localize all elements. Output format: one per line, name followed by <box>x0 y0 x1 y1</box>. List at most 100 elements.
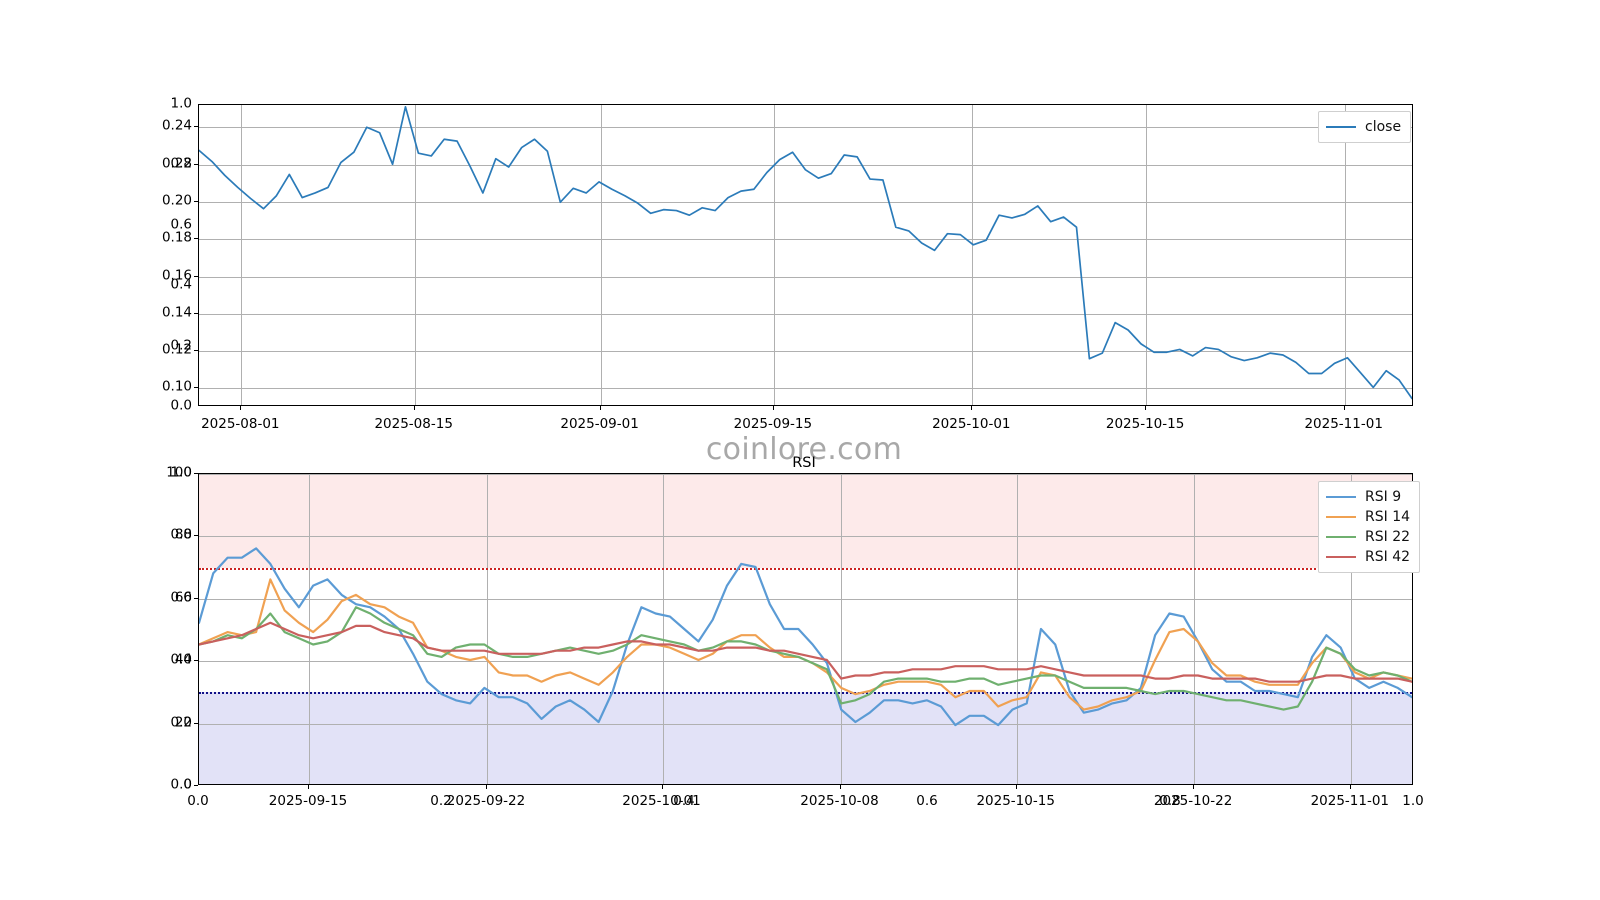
gridline-vertical <box>972 105 974 405</box>
y-tick-label: 0.16 <box>161 266 192 283</box>
y-tick-label: 0 <box>183 776 192 793</box>
x-tick-label: 2025-09-15 <box>268 793 348 809</box>
gridline-vertical <box>1344 105 1346 405</box>
x-tick-label: 2025-10-15 <box>976 793 1055 809</box>
legend-item-label: close <box>1365 119 1402 135</box>
legend-item-label: RSI 9 <box>1365 489 1402 505</box>
price-legend: close <box>1318 111 1412 143</box>
x-tick-label: 2025-09-15 <box>733 416 813 432</box>
y-tick-label: 40 <box>174 651 192 668</box>
legend-swatch-icon <box>1326 126 1356 128</box>
gridline-horizontal <box>199 723 1412 725</box>
secondary-x-tick-label: 1.0 <box>1402 793 1424 809</box>
rsi-legend: RSI 9 RSI 14 RSI 22 RSI 42 <box>1318 481 1421 573</box>
y-tick-mark <box>194 785 198 787</box>
secondary-y-tick-label: 0.4 <box>170 651 192 668</box>
gridline-vertical <box>840 474 842 784</box>
legend-item-label: RSI 42 <box>1365 549 1411 565</box>
price-chart-axes <box>198 104 1413 406</box>
rsi-chart-axes <box>198 473 1413 785</box>
secondary-y-tick-label: 0.8 <box>170 155 192 172</box>
y-tick-mark <box>194 312 198 314</box>
gridline-horizontal <box>199 536 1412 538</box>
x-tick-mark <box>413 406 415 410</box>
rsi-chart-title: RSI <box>792 455 816 471</box>
secondary-x-tick-label: 0.2 <box>430 793 452 809</box>
y-tick-mark <box>194 275 198 277</box>
x-tick-mark <box>486 785 488 789</box>
y-tick-mark <box>194 660 198 662</box>
y-tick-label: 80 <box>174 526 192 543</box>
legend-item-label: RSI 22 <box>1365 529 1411 545</box>
y-tick-mark <box>194 473 198 475</box>
legend-item: RSI 9 <box>1326 487 1410 507</box>
y-tick-mark <box>194 350 198 352</box>
gridline-vertical <box>600 105 602 405</box>
x-tick-label: 2025-11-01 <box>1304 416 1383 432</box>
secondary-y-tick-label: 1.0 <box>170 464 192 481</box>
rsi-line-series <box>199 474 1412 784</box>
x-tick-label: 2025-10-08 <box>800 793 879 809</box>
x-tick-mark <box>839 785 841 789</box>
y-tick-mark <box>194 163 198 165</box>
gridline-vertical <box>1194 474 1196 784</box>
gridline-vertical <box>1146 105 1148 405</box>
x-tick-label: 2025-11-01 <box>1310 793 1390 809</box>
gridline-vertical <box>487 474 488 784</box>
x-tick-label: 2025-08-15 <box>374 416 453 432</box>
y-tick-mark <box>194 126 198 128</box>
x-tick-label: 2025-10-01 <box>932 416 1011 432</box>
legend-item: close <box>1326 117 1401 137</box>
x-tick-mark <box>772 406 774 410</box>
secondary-y-tick-label: 0.6 <box>170 216 192 233</box>
oversold-threshold-line <box>199 692 1412 695</box>
gridline-vertical <box>1350 474 1352 784</box>
price-plot-area <box>199 105 1412 405</box>
y-tick-mark <box>194 238 198 240</box>
x-tick-label: 2025-09-01 <box>560 416 639 432</box>
x-tick-mark <box>1015 785 1017 789</box>
gridline-horizontal <box>199 164 1412 166</box>
y-tick-label: 0.18 <box>161 229 192 246</box>
legend-item: RSI 22 <box>1326 527 1410 547</box>
x-tick-label: 2025-10-15 <box>1105 416 1185 432</box>
gridline-vertical <box>1016 474 1018 784</box>
watermark: coinlore.com <box>705 432 903 467</box>
gridline-vertical <box>662 474 664 784</box>
overbought-threshold-line <box>199 567 1412 570</box>
gridline-horizontal <box>199 276 1412 278</box>
x-tick-label: 2025-10-01 <box>622 793 701 809</box>
y-tick-mark <box>194 535 198 537</box>
legend-item: RSI 14 <box>1326 507 1410 527</box>
y-tick-mark <box>194 597 198 599</box>
gridline-horizontal <box>199 351 1412 353</box>
y-tick-mark <box>194 722 198 724</box>
y-tick-label: 100 <box>166 464 192 481</box>
x-tick-label: 2025-09-22 <box>446 793 526 809</box>
legend-item: RSI 42 <box>1326 547 1410 567</box>
secondary-y-tick-label: 0.8 <box>170 526 192 543</box>
oversold-band <box>199 692 1412 784</box>
x-tick-label: 2025-10-22 <box>1153 793 1233 809</box>
secondary-x-tick-label: 0.4 <box>673 793 695 809</box>
gridline-horizontal <box>199 388 1412 390</box>
secondary-x-tick-label: 0.0 <box>187 793 209 809</box>
y-tick-label: 0.24 <box>161 117 192 134</box>
legend-item-label: RSI 14 <box>1365 509 1411 525</box>
secondary-y-tick-label: 0.2 <box>170 713 192 730</box>
y-tick-label: 0.12 <box>161 341 192 358</box>
x-tick-mark <box>599 406 601 410</box>
x-tick-mark <box>1349 785 1351 789</box>
x-tick-label: 2025-08-01 <box>201 416 280 432</box>
x-tick-mark <box>971 406 973 410</box>
x-tick-mark <box>240 406 242 410</box>
price-line-series <box>199 105 1412 405</box>
rsi-plot-area <box>199 474 1412 784</box>
legend-swatch-icon <box>1326 516 1356 518</box>
secondary-y-tick-label: 0.6 <box>170 589 192 606</box>
y-tick-label: 0.22 <box>161 154 192 171</box>
y-tick-mark <box>194 200 198 202</box>
gridline-horizontal <box>199 598 1412 600</box>
x-tick-mark <box>1343 406 1345 410</box>
